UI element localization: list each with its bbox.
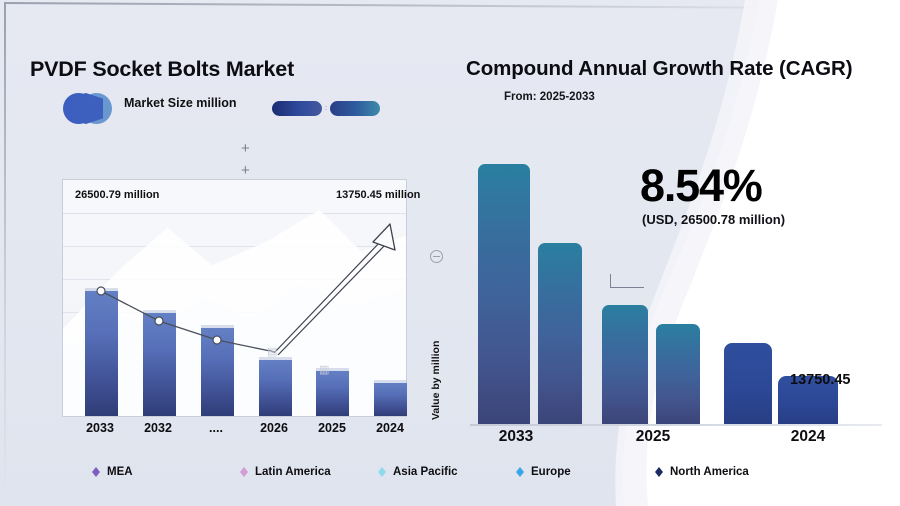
right-chart-baseline: [470, 424, 882, 426]
pill-legend: :: [272, 101, 380, 116]
legend-diamond-icon-north-america: [655, 467, 663, 477]
left-xtick-1: 2032: [144, 421, 172, 435]
left-chart-plot-area: ▤ ▥: [62, 179, 407, 417]
right-bar-2033-primary: [478, 164, 530, 425]
plus-icon-1: +: [241, 140, 250, 157]
legend-diamond-icon-europe: [516, 467, 524, 477]
legend-diamond-icon-asia-pacific: [378, 467, 386, 477]
left-chart-value-right: 13750.45 million: [336, 189, 421, 201]
right-chart-plot-area: [470, 144, 882, 425]
legend-item-north-america[interactable]: North America: [655, 466, 749, 478]
plus-icon-2: +: [241, 162, 250, 179]
legend-diamond-icon-mea: [92, 467, 100, 477]
left-divider: [4, 2, 6, 506]
right-bar-2024-secondary: [778, 376, 838, 425]
pill-legend-separator: :: [325, 105, 327, 112]
left-bar-2025: [316, 368, 349, 416]
tiny-glyph-2: ▥: [319, 364, 330, 376]
right-panel-title: Compound Annual Growth Rate (CAGR): [466, 57, 853, 80]
right-xtick-2033: 2033: [498, 428, 534, 445]
right-xtick-2025: 2025: [635, 428, 671, 445]
legend-item-europe[interactable]: Europe: [516, 466, 571, 478]
left-bar-2024: [374, 380, 407, 416]
pill-legend-swatch-a: [272, 101, 322, 116]
right-xtick-2024: 2024: [790, 428, 826, 445]
right-bar-data-label: 13750.45: [790, 372, 851, 388]
cagr-value: 8.54%: [640, 160, 763, 211]
left-panel-title: PVDF Socket Bolts Market: [30, 57, 295, 81]
pill-legend-swatch-b: [329, 101, 380, 116]
trend-line-overlay: [96, 223, 396, 356]
right-panel-subtitle: From: 2025-2033: [504, 91, 595, 103]
right-bar-2025-secondary: [656, 324, 700, 425]
legend-item-asia-pacific[interactable]: Asia Pacific: [378, 466, 458, 478]
left-bar-2026: [259, 357, 292, 416]
cagr-note: (USD, 26500.78 million): [642, 212, 786, 227]
left-xtick-4: 2025: [318, 421, 346, 435]
legend-label-mea: MEA: [107, 466, 133, 478]
left-bar-2033: [85, 288, 118, 416]
left-xtick-0: 2033: [86, 421, 114, 435]
tiny-glyph-1: ▤: [267, 346, 278, 358]
legend-item-mea[interactable]: MEA: [92, 466, 133, 478]
left-bar-2032: [143, 310, 176, 416]
left-secondary-axis-title: Value by million: [430, 340, 442, 420]
left-xtick-2: ....: [209, 421, 223, 435]
legend-diamond-icon-latin-america: [240, 467, 248, 477]
legend-label-asia-pacific: Asia Pacific: [393, 466, 458, 478]
legend-label-latin-america: Latin America: [255, 466, 331, 478]
circle-minus-icon: [430, 250, 443, 263]
legend-label-europe: Europe: [531, 466, 571, 478]
right-bar-2024-primary: [724, 343, 772, 425]
region-legend: MEA Latin America Asia Pacific Europe No…: [0, 466, 900, 488]
left-chart-value-left: 26500.79 million: [75, 189, 160, 201]
left-xtick-3: 2026: [260, 421, 288, 435]
right-bar-2033-secondary: [538, 243, 582, 425]
legend-item-latin-america[interactable]: Latin America: [240, 466, 331, 478]
market-size-legend-label: Market Size million: [124, 96, 237, 110]
left-xtick-5: 2024: [376, 421, 404, 435]
left-chart-x-axis: 2033 2032 .... 2026 2025 2024: [62, 421, 407, 441]
right-bar-2025-primary: [602, 305, 648, 425]
legend-label-north-america: North America: [670, 466, 749, 478]
overlapping-circles-icon: [63, 93, 129, 124]
